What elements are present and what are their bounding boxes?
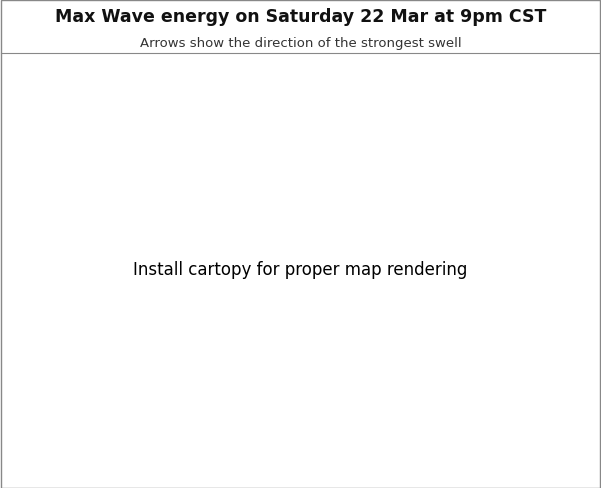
- Text: Install cartopy for proper map rendering: Install cartopy for proper map rendering: [133, 262, 468, 279]
- Text: Arrows show the direction of the strongest swell: Arrows show the direction of the stronge…: [139, 37, 462, 50]
- Text: Max Wave energy on Saturday 22 Mar at 9pm CST: Max Wave energy on Saturday 22 Mar at 9p…: [55, 8, 546, 26]
